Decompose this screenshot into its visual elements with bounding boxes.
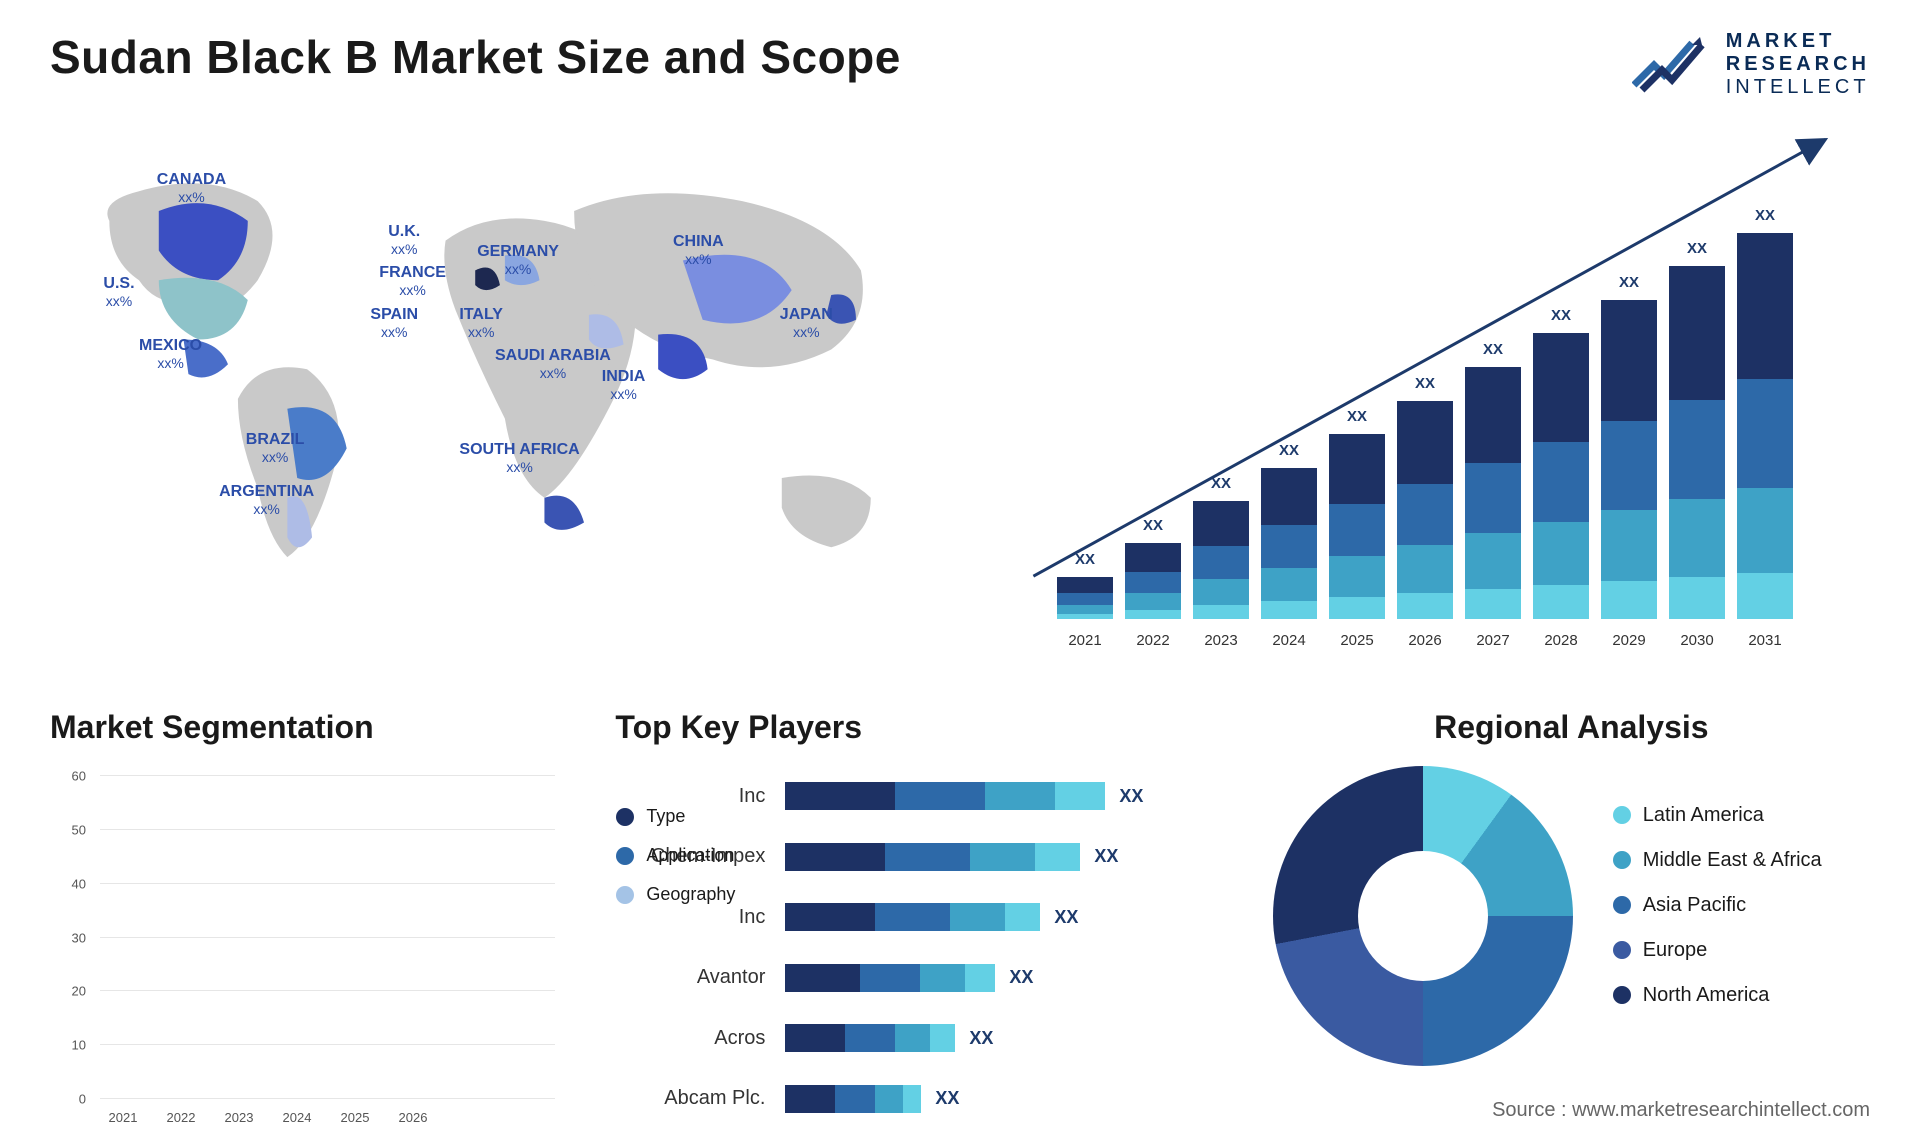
player-name: Abcam Plc.	[615, 1087, 765, 1110]
map-label-japan: JAPANxx%	[780, 306, 833, 340]
regional-title: Regional Analysis	[1273, 709, 1870, 746]
growth-bar-2028: XX	[1533, 333, 1589, 619]
growth-year-2027: 2027	[1465, 632, 1521, 649]
segmentation-panel: Market Segmentation 0102030405060 202120…	[50, 709, 555, 1129]
growth-year-2028: 2028	[1533, 632, 1589, 649]
map-label-france: FRANCExx%	[379, 264, 446, 298]
player-name: Acros	[615, 1027, 765, 1050]
segmentation-title: Market Segmentation	[50, 709, 555, 746]
growth-bar-2026: XX	[1397, 401, 1453, 619]
map-label-china: CHINAxx%	[673, 233, 724, 267]
segmentation-legend: TypeApplicationGeography	[616, 806, 735, 923]
growth-bar-2024: XX	[1261, 468, 1317, 619]
top-row: CANADAxx% U.S.xx%MEXICOxx% BRAZILxx% ARGENT…	[50, 129, 1870, 649]
regional-panel: Regional Analysis Latin AmericaMiddle Ea…	[1273, 709, 1870, 1129]
growth-year-2025: 2025	[1329, 632, 1385, 649]
growth-bar-2030: XX	[1669, 266, 1725, 619]
growth-year-2023: 2023	[1193, 632, 1249, 649]
logo-line1: MARKET	[1726, 30, 1836, 52]
map-label-argentina: ARGENTINAxx%	[219, 483, 314, 517]
player-bar: XX	[785, 782, 1212, 810]
growth-year-2030: 2030	[1669, 632, 1725, 649]
players-title: Top Key Players	[615, 709, 1212, 746]
map-label-germany: GERMANYxx%	[477, 243, 559, 277]
map-label-mexico: MEXICOxx%	[139, 337, 202, 371]
growth-bar-2023: XX	[1193, 501, 1249, 619]
world-map: CANADAxx% U.S.xx%MEXICOxx% BRAZILxx% ARGENT…	[50, 129, 940, 649]
logo-line2: RESEARCH	[1726, 53, 1870, 75]
logo-text: MARKET RESEARCH INTELLECT	[1726, 30, 1870, 99]
player-name: Avantor	[615, 966, 765, 989]
player-bar: XX	[785, 903, 1212, 931]
growth-year-2024: 2024	[1261, 632, 1317, 649]
growth-bar-2031: XX	[1737, 233, 1793, 619]
logo-icon	[1632, 35, 1712, 95]
brand-logo: MARKET RESEARCH INTELLECT	[1632, 30, 1870, 99]
map-label-saudi-arabia: SAUDI ARABIAxx%	[495, 347, 611, 381]
regional-donut	[1273, 766, 1573, 1066]
growth-bar-chart: XXXXXXXXXXXXXXXXXXXXXX 20212022202320242…	[980, 129, 1870, 649]
growth-bar-2029: XX	[1601, 300, 1657, 619]
regional-legend: Latin AmericaMiddle East & AfricaAsia Pa…	[1613, 804, 1822, 1029]
player-bar: XX	[785, 1085, 1212, 1113]
map-label-u-s-: U.S.xx%	[103, 275, 134, 309]
growth-year-2021: 2021	[1057, 632, 1113, 649]
player-bar: XX	[785, 843, 1212, 871]
segmentation-chart: 0102030405060 202120222023202420252026 T…	[50, 766, 555, 1129]
growth-bar-2022: XX	[1125, 543, 1181, 619]
growth-bar-2021: XX	[1057, 577, 1113, 619]
growth-year-2029: 2029	[1601, 632, 1657, 649]
map-label-u-k-: U.K.xx%	[388, 223, 420, 257]
logo-line3: INTELLECT	[1726, 76, 1870, 99]
player-bar: XX	[785, 964, 1212, 992]
map-label-italy: ITALYxx%	[459, 306, 503, 340]
header: Sudan Black B Market Size and Scope MARK…	[50, 30, 1870, 99]
bottom-row: Market Segmentation 0102030405060 202120…	[50, 709, 1870, 1129]
map-label-canada: CANADAxx%	[157, 171, 226, 205]
player-bar: XX	[785, 1024, 1212, 1052]
growth-year-2026: 2026	[1397, 632, 1453, 649]
growth-bar-2027: XX	[1465, 367, 1521, 619]
growth-year-2031: 2031	[1737, 632, 1793, 649]
map-label-brazil: BRAZILxx%	[246, 431, 305, 465]
map-label-india: INDIAxx%	[602, 368, 646, 402]
map-svg	[50, 129, 940, 649]
map-label-south-africa: SOUTH AFRICAxx%	[459, 441, 579, 475]
map-label-spain: SPAINxx%	[370, 306, 418, 340]
page-title: Sudan Black B Market Size and Scope	[50, 30, 901, 84]
growth-year-2022: 2022	[1125, 632, 1181, 649]
player-name: Inc	[615, 785, 765, 808]
source-text: Source : www.marketresearchintellect.com	[1492, 1099, 1870, 1122]
growth-bar-2025: XX	[1329, 434, 1385, 619]
